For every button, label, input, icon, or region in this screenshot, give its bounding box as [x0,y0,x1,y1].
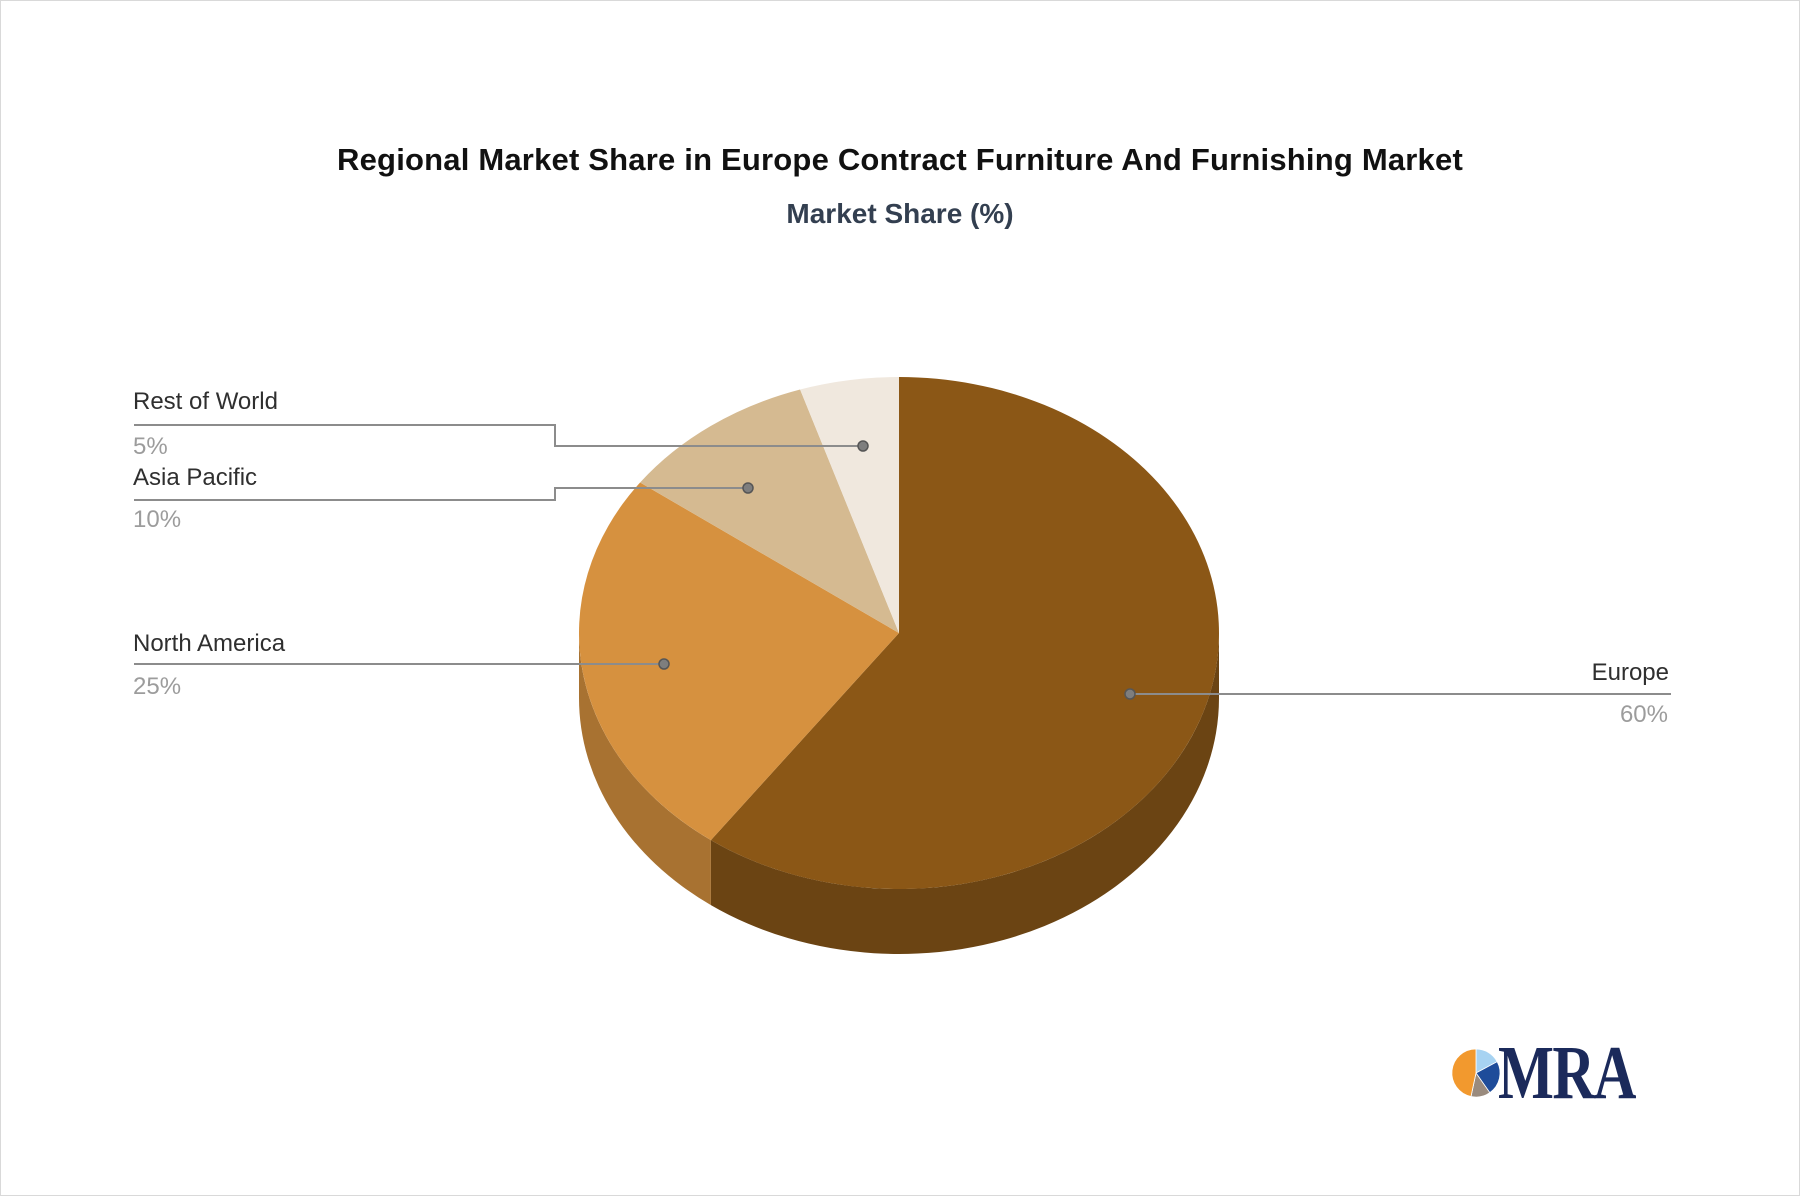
callout-lines [134,424,1671,695]
leader-line-asia-pacific [134,487,748,501]
anchor-dot-europe [1124,688,1136,700]
callout-label-asia-pacific: Asia Pacific [133,464,258,491]
callout-label-rest-of-world: Rest of World [133,388,278,415]
chart-subtitle: Market Share (%) [786,198,1014,229]
anchor-dot-rest-of-world [857,440,869,452]
callout-pct-north-america: 25% [133,673,182,700]
callout-label-north-america: North America [133,630,286,657]
callout-label-europe: Europe [1591,659,1669,686]
pie-chart-logo-icon [1451,1048,1501,1098]
pie-side-north-america [579,633,711,906]
logo-text: MRA [1498,1031,1636,1115]
company-logo: MRA [1450,1035,1674,1111]
callout-pct-europe: 60% [1619,701,1668,728]
callout-pct-rest-of-world: 5% [133,433,168,460]
callout-dots [658,440,1136,700]
pie-slice-europe [710,377,1219,889]
chart-title: Regional Market Share in Europe Contract… [337,142,1463,177]
pie-side-europe [710,633,1219,955]
anchor-dot-asia-pacific [742,482,754,494]
pie-slice-rest-of-world [800,377,899,633]
pie-slice-north-america [578,482,899,841]
pie-3d [578,377,1219,955]
logo-slice-orange [1451,1048,1477,1097]
logo-slice-dark-blue [1475,1061,1501,1094]
callout-pct-asia-pacific: 10% [133,506,182,533]
leader-line-rest-of-world [134,424,863,447]
anchor-dot-north-america [658,658,670,670]
pie-slice-asia-pacific [640,389,899,633]
